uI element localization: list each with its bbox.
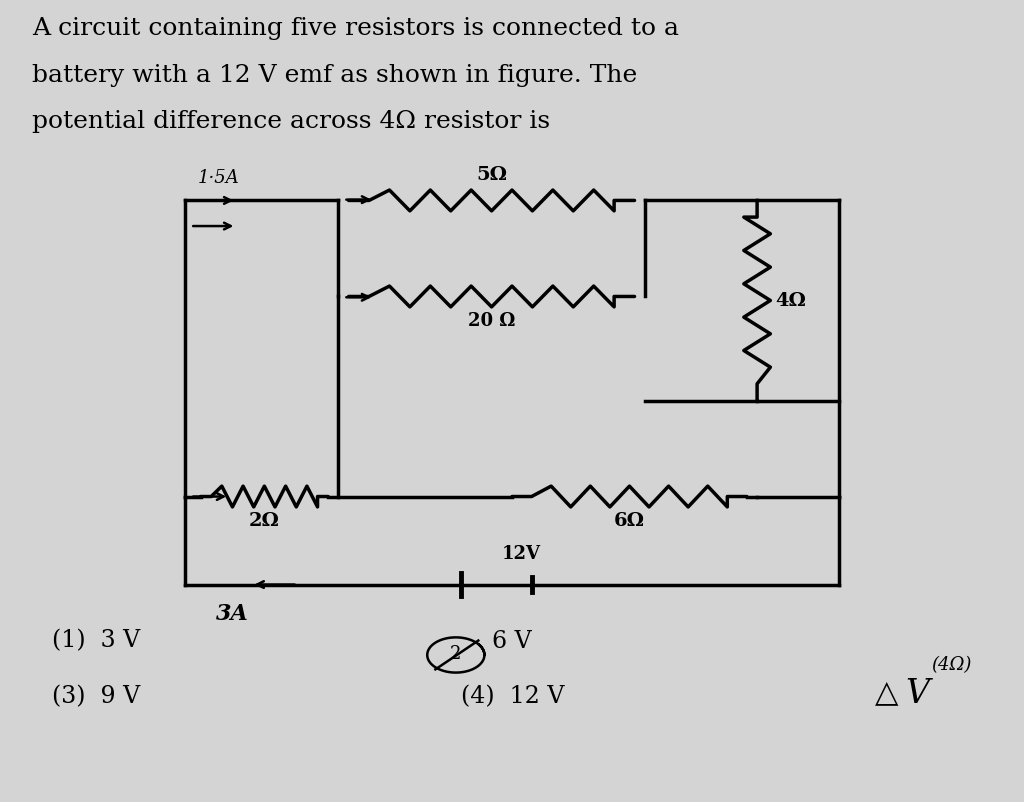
Text: 6 V: 6 V: [492, 629, 531, 652]
Text: (4Ω): (4Ω): [931, 655, 971, 673]
Text: 2: 2: [451, 645, 462, 662]
Text: 20 Ω: 20 Ω: [468, 311, 515, 330]
Text: 5Ω: 5Ω: [476, 166, 507, 184]
Text: A circuit containing five resistors is connected to a: A circuit containing five resistors is c…: [32, 18, 679, 40]
Text: 1·5A: 1·5A: [198, 169, 240, 187]
Text: 3A: 3A: [216, 602, 249, 625]
Text: (4)  12 V: (4) 12 V: [461, 685, 564, 707]
Text: potential difference across 4Ω resistor is: potential difference across 4Ω resistor …: [32, 110, 550, 133]
Text: battery with a 12 V emf as shown in figure. The: battery with a 12 V emf as shown in figu…: [32, 63, 637, 87]
Text: (1)  3 V: (1) 3 V: [52, 629, 140, 652]
Text: 12V: 12V: [502, 545, 541, 562]
Text: V: V: [905, 677, 930, 709]
Text: 4Ω: 4Ω: [775, 292, 806, 310]
Text: 6Ω: 6Ω: [614, 512, 645, 529]
Text: 2Ω: 2Ω: [249, 512, 280, 529]
Text: △: △: [874, 677, 898, 707]
Text: (3)  9 V: (3) 9 V: [52, 685, 140, 707]
